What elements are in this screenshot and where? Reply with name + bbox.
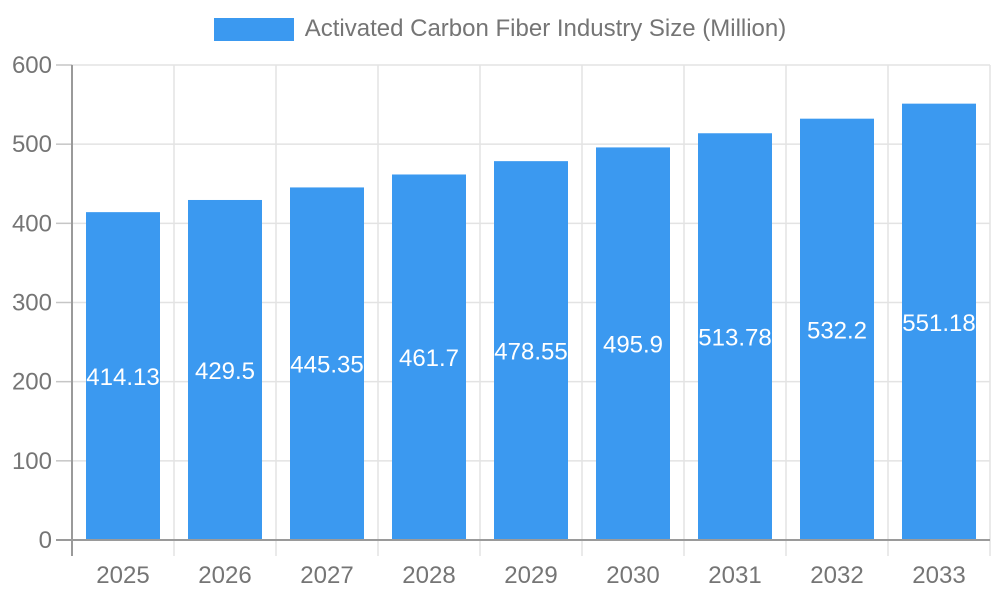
bar-2028[interactable] [392, 174, 466, 541]
y-axis-label: 500 [12, 131, 52, 158]
bar-value-label: 445.35 [290, 352, 363, 379]
bar-value-label: 478.55 [494, 339, 567, 366]
bar-value-label: 551.18 [902, 310, 975, 337]
y-axis-label: 100 [12, 448, 52, 475]
bar-value-label: 495.9 [603, 332, 663, 359]
x-axis-label: 2032 [810, 562, 863, 589]
bar-2029[interactable] [494, 161, 568, 540]
x-axis-label: 2029 [504, 562, 557, 589]
legend-swatch-icon [213, 17, 294, 41]
y-axis-label: 0 [39, 527, 52, 554]
y-axis-label: 300 [12, 290, 52, 317]
y-axis-label: 200 [12, 369, 52, 396]
bar-2032[interactable] [800, 118, 874, 541]
bar-value-label: 414.13 [86, 364, 159, 391]
bar-2027[interactable] [290, 187, 364, 540]
y-axis-label: 600 [12, 52, 52, 79]
x-axis-label: 2031 [708, 562, 761, 589]
bar-value-label: 532.2 [807, 317, 867, 344]
x-axis-label: 2033 [912, 562, 965, 589]
bar-value-label: 429.5 [195, 358, 255, 385]
x-axis-label: 2026 [198, 562, 251, 589]
x-axis-label: 2028 [402, 562, 455, 589]
x-axis-label: 2025 [96, 562, 149, 589]
x-axis-label: 2027 [300, 562, 353, 589]
y-axis-label: 400 [12, 210, 52, 237]
chart-legend[interactable]: Activated Carbon Fiber Industry Size (Mi… [0, 14, 1000, 44]
legend-label: Activated Carbon Fiber Industry Size (Mi… [304, 15, 787, 42]
bar-2025[interactable] [86, 212, 160, 540]
bar-2033[interactable] [902, 103, 976, 540]
bar-2030[interactable] [596, 147, 670, 540]
x-axis-label: 2030 [606, 562, 659, 589]
bar-value-label: 461.7 [399, 345, 459, 372]
bar-2026[interactable] [188, 199, 262, 540]
bar-2031[interactable] [698, 133, 772, 540]
bar-value-label: 513.78 [698, 325, 771, 352]
